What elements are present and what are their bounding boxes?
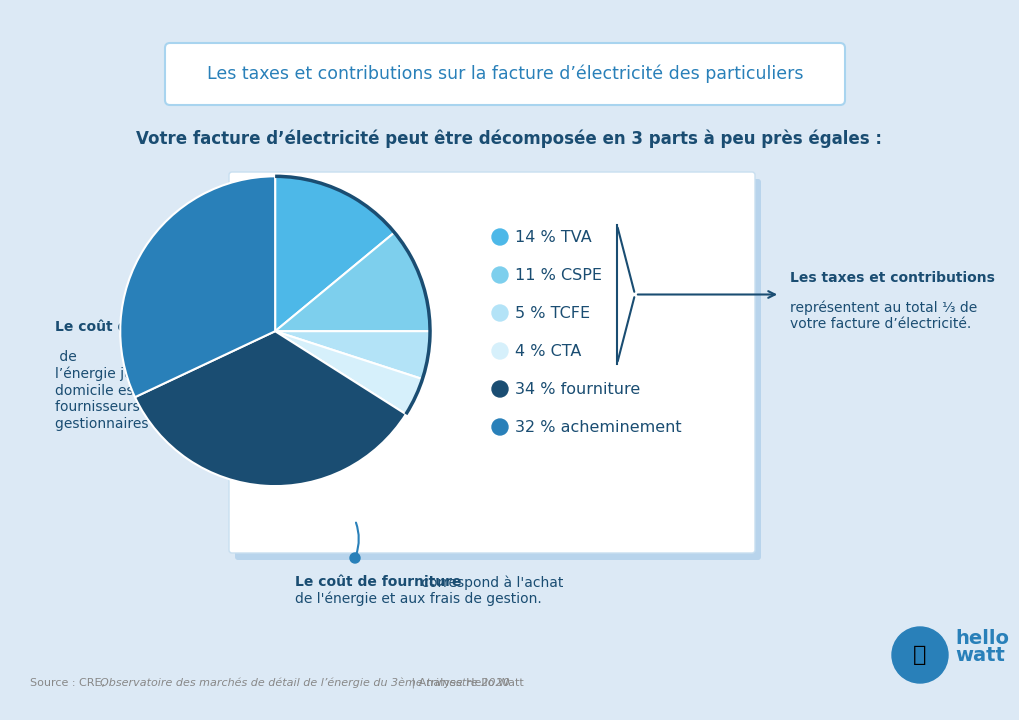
Text: Le coût d’acheminement: Le coût d’acheminement	[55, 320, 249, 334]
Wedge shape	[275, 176, 394, 331]
Wedge shape	[120, 176, 275, 397]
Circle shape	[492, 381, 508, 397]
Circle shape	[350, 553, 360, 563]
Text: correspond à l'achat: correspond à l'achat	[417, 575, 564, 590]
FancyBboxPatch shape	[229, 172, 755, 553]
Text: de l'énergie et aux frais de gestion.: de l'énergie et aux frais de gestion.	[294, 592, 542, 606]
Text: 32 % acheminement: 32 % acheminement	[515, 420, 682, 434]
Text: | Analyse Hello Watt: | Analyse Hello Watt	[408, 678, 524, 688]
Wedge shape	[275, 233, 430, 331]
Text: de
l’énergie jusqu’à votre
domicile est prévelé par les
fournisseurs et reversé : de l’énergie jusqu’à votre domicile est …	[55, 350, 247, 431]
Text: 34 % fourniture: 34 % fourniture	[515, 382, 640, 397]
Circle shape	[492, 267, 508, 283]
Text: 14 % TVA: 14 % TVA	[515, 230, 592, 245]
Text: 💡: 💡	[913, 645, 926, 665]
Text: 5 % TCFE: 5 % TCFE	[515, 305, 590, 320]
Text: Les taxes et contributions: Les taxes et contributions	[790, 271, 995, 284]
FancyBboxPatch shape	[235, 179, 761, 560]
FancyBboxPatch shape	[165, 43, 845, 105]
Text: Les taxes et contributions sur la facture d’électricité des particuliers: Les taxes et contributions sur la factur…	[207, 65, 803, 84]
Wedge shape	[275, 331, 430, 379]
Text: watt: watt	[955, 646, 1005, 665]
Circle shape	[892, 627, 948, 683]
Wedge shape	[275, 331, 423, 414]
Text: représentent au total ⅓ de
votre facture d’électricité.: représentent au total ⅓ de votre facture…	[790, 284, 977, 331]
Circle shape	[492, 343, 508, 359]
Text: 4 % CTA: 4 % CTA	[515, 343, 582, 359]
Wedge shape	[135, 331, 406, 486]
Text: de
l’énergie jusqu’à votre
domicile est prévelé par les
fournisseurs et reversé : de l’énergie jusqu’à votre domicile est …	[182, 320, 375, 400]
Text: Source : CRE,: Source : CRE,	[30, 678, 108, 688]
Text: Observatoire des marchés de détail de l’énergie du 3ème trimestre 2020: Observatoire des marchés de détail de l’…	[100, 678, 510, 688]
Circle shape	[492, 229, 508, 245]
Circle shape	[492, 305, 508, 321]
Circle shape	[243, 360, 253, 370]
Text: Votre facture d’électricité peut être décomposée en 3 parts à peu près égales :: Votre facture d’électricité peut être dé…	[136, 130, 882, 148]
Text: Le coût de fourniture: Le coût de fourniture	[294, 575, 462, 589]
Text: 11 % CSPE: 11 % CSPE	[515, 268, 602, 282]
Circle shape	[492, 419, 508, 435]
Text: hello: hello	[955, 629, 1009, 648]
